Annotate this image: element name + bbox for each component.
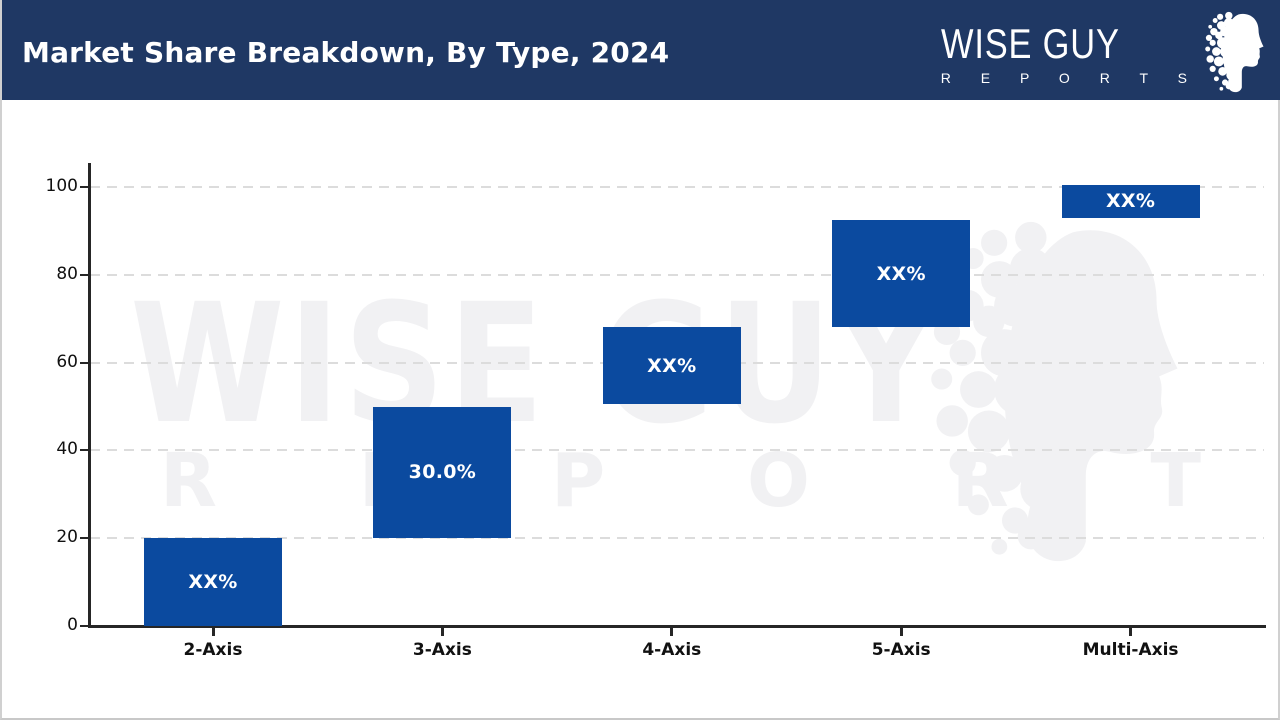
logo-text: WISE GUY R E P O R T S (941, 20, 1200, 86)
x-tick-label-4-Axis: 4-Axis (642, 640, 702, 660)
logo-reports-text: R E P O R T S (940, 70, 1200, 86)
y-tick-20 (80, 537, 88, 540)
bar-value-label: XX% (188, 571, 238, 594)
x-tick-label-Multi-Axis: Multi-Axis (1082, 640, 1179, 660)
logo-head-profile-icon (1205, 11, 1264, 93)
gridline-100 (90, 186, 1264, 188)
y-tick-40 (80, 449, 88, 452)
y-tick-100 (80, 186, 88, 188)
bar-value-label: XX% (876, 262, 926, 285)
bar-value-label: XX% (647, 354, 697, 377)
bar-Multi-Axis: XX% (1061, 184, 1200, 218)
bar-4-Axis: XX% (602, 327, 741, 405)
header-bar: Market Share Breakdown, By Type, 2024 WI… (2, 0, 1280, 100)
y-axis-line (88, 163, 91, 628)
x-tick-5-Axis (899, 628, 903, 636)
x-tick-label-5-Axis: 5-Axis (871, 640, 931, 660)
gridline-80 (90, 273, 1264, 276)
x-tick-label-3-Axis: 3-Axis (412, 640, 472, 660)
x-tick-Multi-Axis (1129, 628, 1133, 636)
x-tick-3-Axis (440, 628, 444, 636)
x-tick-label-2-Axis: 2-Axis (183, 640, 243, 660)
bar-value-label: XX% (1105, 190, 1156, 213)
y-tick-0 (80, 625, 88, 627)
watermark-wise-guy: WISE GUY (130, 268, 941, 460)
page-title: Market Share Breakdown, By Type, 2024 (22, 36, 670, 69)
bar-3-Axis: 30.0% (373, 406, 512, 539)
wise-guy-logo: WISE GUY R E P O R T S (941, 6, 1270, 96)
bar-2-Axis: XX% (144, 538, 282, 626)
y-tick-80 (80, 273, 88, 276)
y-tick-label-40: 40 (56, 439, 78, 460)
y-tick-label-20: 20 (56, 527, 78, 548)
x-axis-line (88, 625, 1266, 628)
watermark-head-profile-icon (931, 221, 1178, 562)
gridline-20 (90, 537, 1264, 540)
x-tick-4-Axis (670, 628, 674, 636)
gridline-40 (90, 449, 1264, 452)
y-tick-label-60: 60 (56, 351, 78, 372)
bar-5-Axis: XX% (832, 219, 971, 328)
y-tick-label-100: 100 (45, 176, 78, 196)
bar-value-label: 30.0% (408, 461, 477, 484)
logo-wise-guy-text: WISE GUY (940, 20, 1120, 67)
x-tick-2-Axis (211, 628, 215, 636)
y-tick-label-80: 80 (56, 263, 78, 284)
y-tick-60 (80, 361, 88, 364)
y-tick-label-0: 0 (67, 615, 78, 635)
